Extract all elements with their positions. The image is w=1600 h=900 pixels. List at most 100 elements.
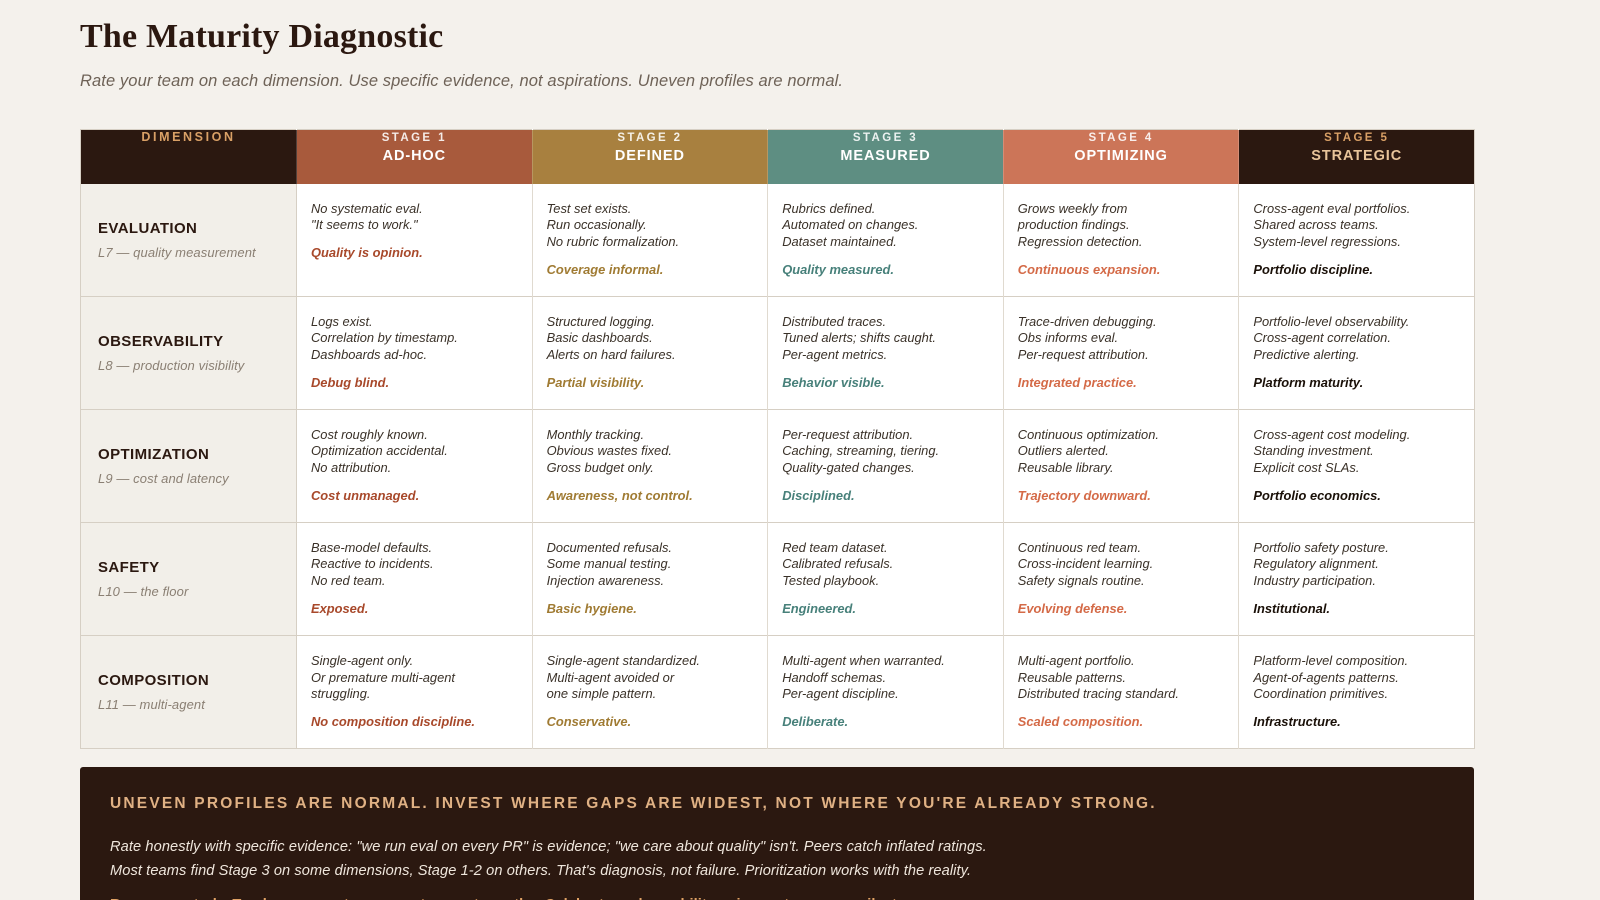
matrix-header: DIMENSION STAGE 1 AD-HOC STAGE 2 DEFINED… [80,129,1475,184]
cell-line: Reusable patterns. [1017,669,1126,685]
dimension-cell: OPTIMIZATION L9 — cost and latency [80,409,297,523]
cell-line: Obvious wastes fixed. [546,443,672,459]
cell-lines: Continuous red team. Cross-incident learn… [1018,540,1225,590]
header-stage-2: STAGE 2 DEFINED [532,129,769,184]
stage-3-name: MEASURED [840,148,931,165]
stage-1-cell: Cost roughly known. Optimization accident… [296,409,533,523]
cell-line: Single-agent only. [311,652,414,668]
cell-lines: Base-model defaults. Reactive to incident… [311,540,518,590]
cell-verdict: Portfolio discipline. [1253,261,1373,277]
cell-lines: Red team dataset. Calibrated refusals. Tes… [782,540,989,590]
header-stage-3: STAGE 3 MEASURED [767,129,1004,184]
cell-lines: Single-agent only. Or premature multi-age… [311,653,518,703]
cell-verdict: Coverage informal. [546,261,664,277]
callout-panel: UNEVEN PROFILES ARE NORMAL. INVEST WHERE… [80,766,1474,900]
cell-line: Distributed traces. [782,313,887,329]
dimension-cell: EVALUATION L7 — quality measurement [80,183,297,297]
cell-line: Platform-level composition. [1253,652,1409,668]
cell-line: Per-request attribution. [1017,347,1149,363]
cell-line: Rubrics defined. [782,200,876,216]
stage-3-number: STAGE 3 [852,132,919,144]
stage-2-cell: Documented refusals. Some manual testing.… [532,522,769,636]
stage-2-name: DEFINED [614,148,685,165]
header-stage-5: STAGE 5 STRATEGIC [1238,129,1475,184]
cell-line: No rubric formalization. [546,234,680,250]
cell-verdict: Basic hygiene. [546,600,637,616]
cell-line: Structured logging. [546,313,655,329]
cell-line: Standing investment. [1253,443,1374,459]
table-row: EVALUATION L7 — quality measurement No sys… [80,183,1475,297]
stage-1-number: STAGE 1 [381,132,447,144]
cell-lines: Trace-driven debugging. Obs informs eval.… [1018,314,1225,364]
cell-line: Outliers alerted. [1017,443,1109,459]
cell-lines: Test set exists. Run occasionally. No rubr… [547,201,754,251]
cell-line: Trace-driven debugging. [1017,313,1157,329]
cell-line: Distributed tracing standard. [1017,686,1179,702]
cell-line: Portfolio safety posture. [1253,539,1389,555]
cell-lines: Cross-agent cost modeling. Standing inves… [1253,427,1460,477]
cell-line: Injection awareness. [546,573,665,589]
cell-verdict: Platform maturity. [1253,374,1364,390]
cell-line: Agent-of-agents patterns. [1253,669,1399,685]
cell-line: Reusable library. [1017,460,1114,476]
cell-line: Test set exists. [546,200,632,216]
cell-line: No systematic eval. [311,200,423,216]
dimension-name: COMPOSITION [98,672,210,690]
cell-line: Explicit cost SLAs. [1253,460,1360,476]
cell-line: Alerts on hard failures. [546,347,676,363]
cell-lines: Rubrics defined. Automated on changes. Dat… [782,201,989,251]
cell-line: Some manual testing. [546,556,672,572]
cell-lines: Cost roughly known. Optimization accident… [311,427,518,477]
cell-line: Multi-agent avoided or [546,669,675,685]
cell-line: Safety signals routine. [1017,573,1145,589]
callout-line-1: Rate honestly with specific evidence: "w… [110,838,987,855]
cell-line: No attribution. [311,460,392,476]
cell-verdict: Awareness, not control. [546,487,693,503]
table-row: OPTIMIZATION L9 — cost and latency Cost ro… [80,409,1475,523]
stage-2-number: STAGE 2 [617,132,683,144]
cell-lines: Documented refusals. Some manual testing.… [547,540,754,590]
stage-1-cell: Logs exist. Correlation by timestamp. Dash… [296,296,533,410]
cell-line: Portfolio-level observability. [1253,313,1410,329]
cell-line: Documented refusals. [546,539,672,555]
maturity-matrix-table: DIMENSION STAGE 1 AD-HOC STAGE 2 DEFINED… [80,129,1475,749]
cell-line: Basic dashboards. [546,330,653,346]
cell-lines: Multi-agent portfolio. Reusable patterns.… [1018,653,1225,703]
cell-line: Regression detection. [1017,234,1143,250]
stage-4-cell: Continuous optimization. Outliers alerted… [1003,409,1240,523]
cell-line: Continuous red team. [1017,539,1142,555]
dimension-cell: OBSERVABILITY L8 — production visibility [80,296,297,410]
cell-verdict: Deliberate. [782,714,849,730]
cell-verdict: No composition discipline. [311,714,476,730]
cell-line: Optimization accidental. [311,443,448,459]
cell-line: System-level regressions. [1253,234,1401,250]
cell-line: production findings. [1017,217,1130,233]
cell-line: Tested playbook. [782,573,880,589]
cell-line: Industry participation. [1253,573,1376,589]
stage-4-cell: Trace-driven debugging. Obs informs eval.… [1003,296,1240,410]
cell-line: Correlation by timestamp. [311,330,458,346]
stage-4-cell: Multi-agent portfolio. Reusable patterns.… [1003,635,1240,749]
stage-4-number: STAGE 4 [1088,132,1154,144]
dimension-cell: COMPOSITION L11 — multi-agent [80,635,297,749]
cell-verdict: Engineered. [782,600,856,616]
dimension-subtitle: L10 — the floor [98,584,189,600]
cell-line: Run occasionally. [546,217,647,233]
stage-4-name: OPTIMIZING [1074,148,1168,165]
cell-line: Multi-agent when warranted. [782,652,945,668]
stage-1-cell: Single-agent only. Or premature multi-age… [296,635,533,749]
cell-verdict: Partial visibility. [546,374,645,390]
cell-verdict: Disciplined. [782,487,855,503]
cell-verdict: Conservative. [546,714,632,730]
cell-verdict: Institutional. [1253,600,1330,616]
cell-line: Caching, streaming, tiering. [782,443,940,459]
stage-5-number: STAGE 5 [1324,132,1390,144]
cell-line: Regulatory alignment. [1253,556,1379,572]
cell-line: No red team. [311,573,386,589]
cell-line: "It seems to work." [311,217,418,233]
cell-line: Per-request attribution. [782,426,914,442]
dimension-subtitle: L8 — production visibility [98,358,245,374]
stage-3-cell: Multi-agent when warranted. Handoff schem… [767,635,1004,749]
dimension-name: SAFETY [98,559,160,577]
